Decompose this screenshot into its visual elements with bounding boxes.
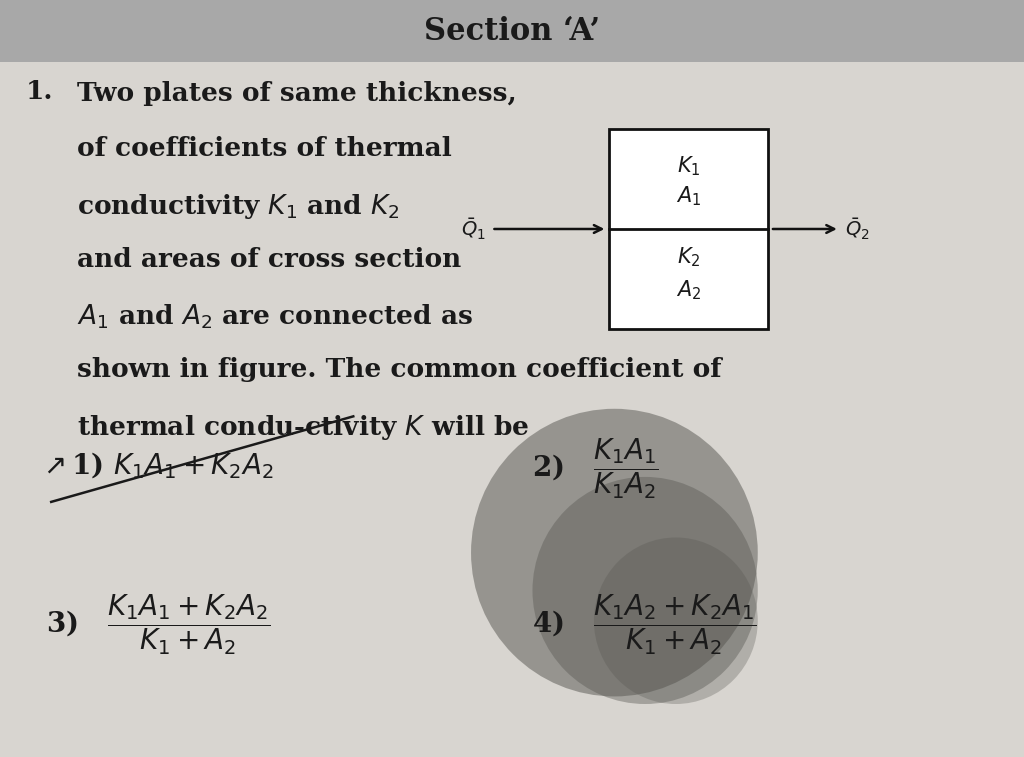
Text: shown in figure. The common coefficient of: shown in figure. The common coefficient … [77, 357, 721, 382]
Text: $A_1$ and $A_2$ are connected as: $A_1$ and $A_2$ are connected as [77, 302, 473, 331]
Bar [0, 0, 1024, 62]
Text: conductivity $K_1$ and $K_2$: conductivity $K_1$ and $K_2$ [77, 192, 399, 220]
Text: 4)   $\dfrac{K_1A_2 + K_2A_1}{K_1 + A_2}$: 4) $\dfrac{K_1A_2 + K_2A_1}{K_1 + A_2}$ [532, 593, 757, 656]
Text: Two plates of same thickness,: Two plates of same thickness, [77, 81, 516, 106]
Text: 2)   $\dfrac{K_1A_1}{K_1A_2}$: 2) $\dfrac{K_1A_1}{K_1A_2}$ [532, 438, 659, 501]
Text: of coefficients of thermal: of coefficients of thermal [77, 136, 452, 161]
Text: $\bar{Q}_2$: $\bar{Q}_2$ [845, 217, 869, 241]
Text: 1.: 1. [26, 79, 53, 104]
Text: $\bar{Q}_1$: $\bar{Q}_1$ [462, 217, 486, 241]
Text: 3)   $\dfrac{K_1A_1 + K_2A_2}{K_1 + A_2}$: 3) $\dfrac{K_1A_1 + K_2A_2}{K_1 + A_2}$ [46, 593, 270, 656]
Ellipse shape [471, 409, 758, 696]
Text: $K_2$: $K_2$ [677, 245, 700, 269]
Bar [609, 129, 768, 329]
Text: $\!\!\nearrow$1) $K_1A_1 + K_2A_2$: $\!\!\nearrow$1) $K_1A_1 + K_2A_2$ [46, 450, 273, 481]
Ellipse shape [594, 537, 758, 704]
Text: $A_1$: $A_1$ [676, 184, 701, 207]
Text: and areas of cross section: and areas of cross section [77, 247, 461, 272]
Text: Section ‘A’: Section ‘A’ [424, 16, 600, 46]
Bar [609, 129, 768, 329]
Text: thermal condu-ctivity $K$ will be: thermal condu-ctivity $K$ will be [77, 413, 529, 441]
Text: $K_1$: $K_1$ [677, 154, 700, 178]
Ellipse shape [532, 477, 758, 704]
Text: $A_2$: $A_2$ [676, 279, 701, 302]
